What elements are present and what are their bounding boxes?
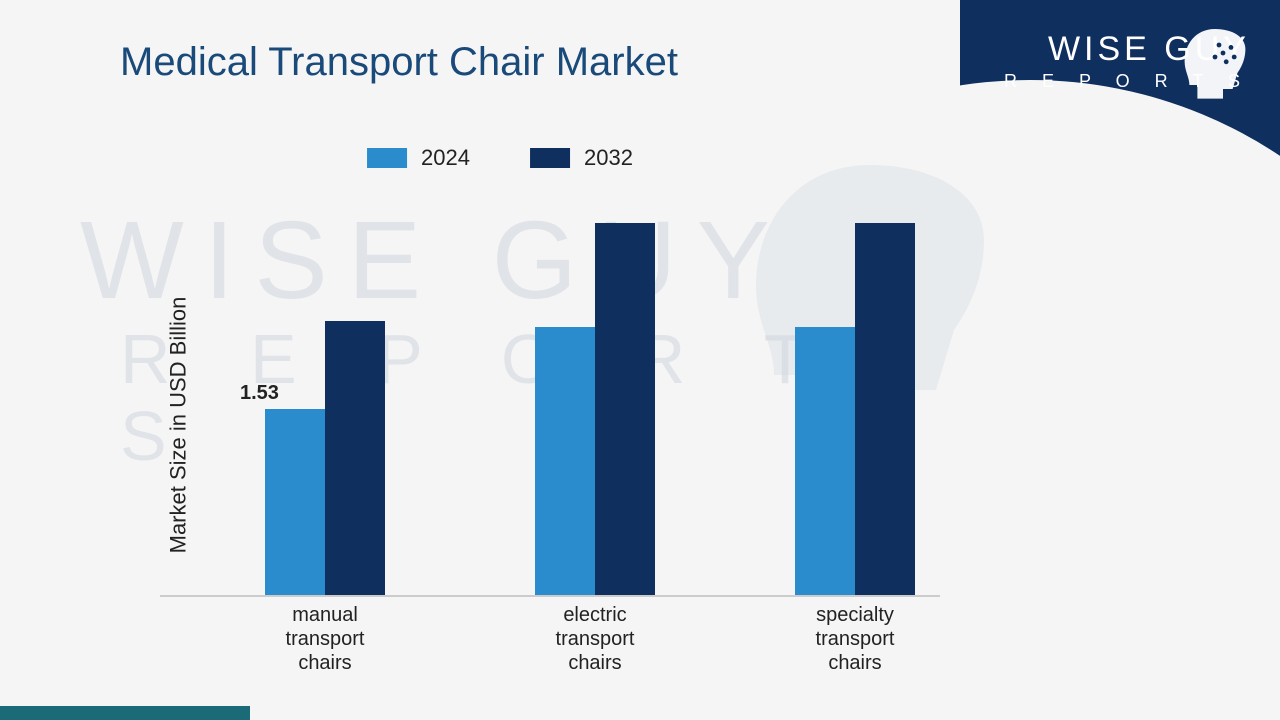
head-icon xyxy=(1175,25,1255,105)
bar xyxy=(855,223,915,595)
page: WISE GUY R E P O R T S WISE GUY R E P O … xyxy=(0,0,1280,720)
legend: 2024 2032 xyxy=(367,145,633,171)
legend-swatch xyxy=(530,148,570,168)
data-label: 1.53 xyxy=(240,382,279,405)
plot-area: 1.53manualtransportchairselectrictranspo… xyxy=(160,205,940,597)
legend-label: 2032 xyxy=(584,145,633,171)
brand-logo: WISE GUY R E P O R T S xyxy=(1004,30,1250,92)
bar xyxy=(325,321,385,595)
footer-accent-bar xyxy=(0,706,250,720)
bar xyxy=(535,327,595,595)
bar xyxy=(595,223,655,595)
legend-item: 2032 xyxy=(530,145,633,171)
x-tick-label: manualtransportchairs xyxy=(240,595,410,675)
bar xyxy=(265,409,325,595)
legend-swatch xyxy=(367,148,407,168)
legend-item: 2024 xyxy=(367,145,470,171)
x-tick-label: electrictransportchairs xyxy=(510,595,680,675)
x-tick-label: specialtytransportchairs xyxy=(770,595,940,675)
legend-label: 2024 xyxy=(421,145,470,171)
bar xyxy=(795,327,855,595)
chart-title: Medical Transport Chair Market xyxy=(120,40,678,85)
chart-area: Market Size in USD Billion 2024 2032 1.5… xyxy=(60,155,940,695)
